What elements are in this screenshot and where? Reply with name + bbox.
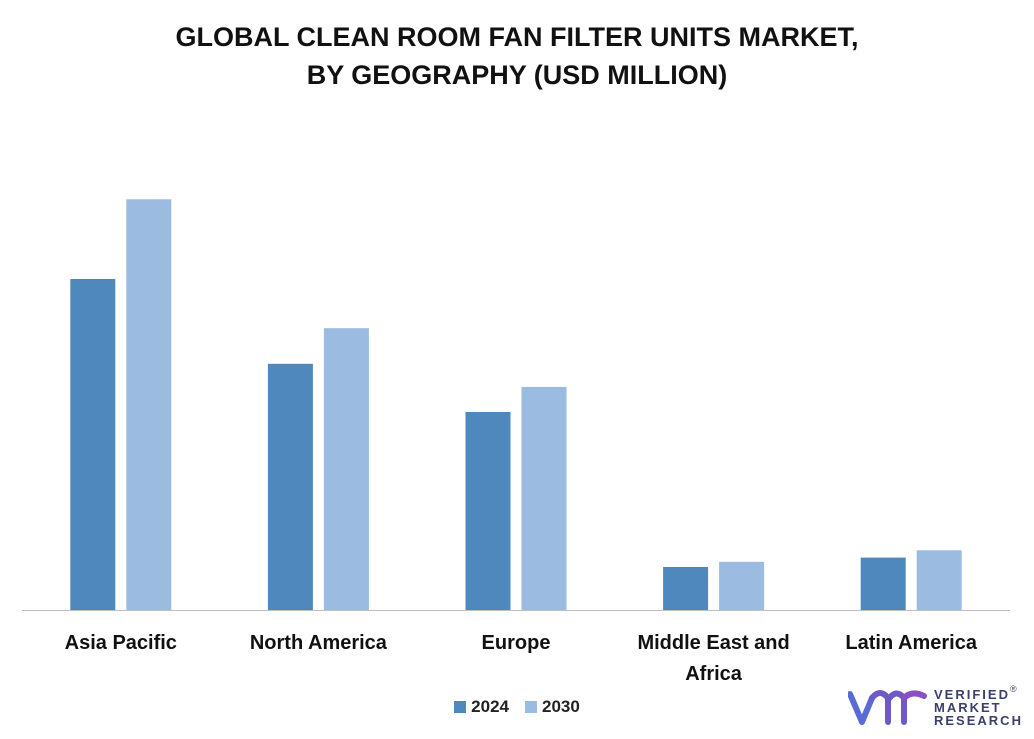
bar-2-2030 (521, 386, 567, 610)
bar-1-2024 (267, 363, 313, 610)
x-tick-label-3: Middle East and Africa (637, 632, 789, 685)
legend-label-2030: 2030 (542, 697, 580, 716)
chart-title-line-1: GLOBAL CLEAN ROOM FAN FILTER UNITS MARKE… (175, 22, 859, 52)
vmr-logo: VERIFIED MARKET RESEARCH ® (847, 684, 1028, 732)
x-tick-label-1: North America (250, 632, 388, 654)
x-tick-label-2: Europe (482, 632, 551, 654)
bar-2-2024 (465, 412, 511, 610)
legend-swatch-2030 (525, 701, 537, 713)
bar-4-2030 (916, 550, 962, 610)
x-tick-label-0: Asia Pacific (65, 632, 177, 654)
x-tick-label-line: Asia Pacific (65, 632, 177, 654)
legend-label-2024: 2024 (471, 697, 509, 716)
legend-item-2024: 2024 (454, 697, 509, 717)
registered-mark: ® (1010, 684, 1017, 694)
legend-item-2030: 2030 (525, 697, 580, 717)
x-axis-labels: Asia Pacific North America Europe Middle Ea… (65, 632, 978, 685)
bars-group (70, 199, 962, 611)
vmr-logo-text: VERIFIED MARKET RESEARCH (934, 688, 1023, 727)
bar-0-2030 (126, 199, 172, 611)
logo-line-1: VERIFIED (934, 687, 1010, 702)
x-tick-label-line: North America (250, 632, 388, 654)
chart-title: GLOBAL CLEAN ROOM FAN FILTER UNITS MARKE… (0, 18, 1034, 94)
x-tick-label-line: Latin America (845, 632, 977, 654)
logo-line-3: RESEARCH (934, 713, 1023, 728)
legend-swatch-2024 (454, 701, 467, 713)
bar-0-2024 (70, 279, 116, 610)
logo-line-2: MARKET (934, 700, 1002, 715)
bar-4-2024 (860, 557, 906, 610)
legend: 2024 2030 (0, 697, 1034, 717)
bar-1-2030 (323, 328, 369, 610)
chart-title-line-2: BY GEOGRAPHY (USD MILLION) (306, 60, 728, 90)
bar-3-2030 (719, 561, 765, 610)
x-tick-label-4: Latin America (845, 632, 977, 654)
vmr-logo-icon (847, 690, 927, 725)
bar-3-2024 (663, 567, 709, 610)
x-tick-label-line: Africa (685, 663, 743, 685)
x-tick-label-line: Middle East and (637, 632, 789, 654)
x-tick-label-line: Europe (482, 632, 551, 654)
